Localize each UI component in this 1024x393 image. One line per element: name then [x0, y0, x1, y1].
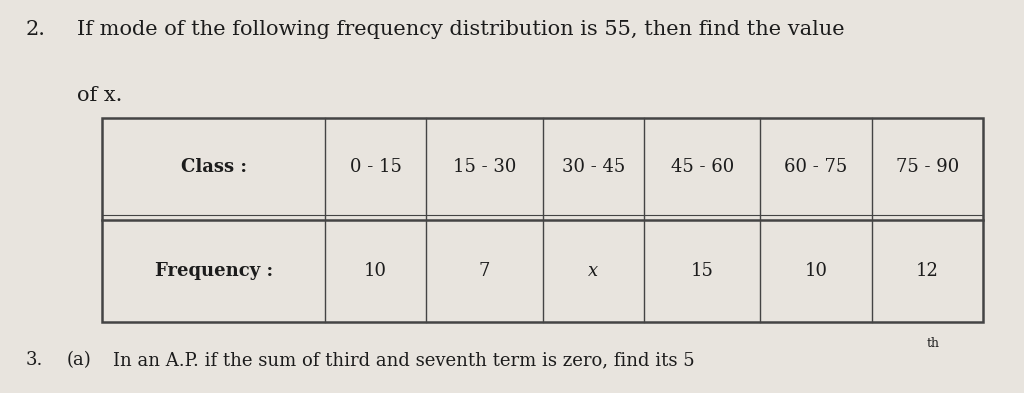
Text: Frequency :: Frequency :	[155, 262, 272, 280]
Text: 15: 15	[691, 262, 714, 280]
Text: In an A.P. if the sum of third and seventh term is zero, find its 5: In an A.P. if the sum of third and seven…	[113, 351, 694, 369]
Text: 12: 12	[915, 262, 939, 280]
Text: of x.: of x.	[77, 86, 122, 105]
Text: If mode of the following frequency distribution is 55, then find the value: If mode of the following frequency distr…	[77, 20, 845, 39]
Text: (a): (a)	[67, 351, 91, 369]
Text: 75 - 90: 75 - 90	[896, 158, 959, 176]
Text: 15 - 30: 15 - 30	[453, 158, 516, 176]
Text: 7: 7	[479, 262, 490, 280]
Text: x: x	[588, 262, 598, 280]
Text: 3.: 3.	[26, 351, 43, 369]
Text: 30 - 45: 30 - 45	[562, 158, 625, 176]
Text: 10: 10	[365, 262, 387, 280]
Text: th: th	[927, 337, 940, 350]
Text: 45 - 60: 45 - 60	[671, 158, 734, 176]
Text: 60 - 75: 60 - 75	[784, 158, 848, 176]
Text: Class :: Class :	[181, 158, 247, 176]
Text: 2.: 2.	[26, 20, 46, 39]
Text: 10: 10	[805, 262, 827, 280]
Text: 0 - 15: 0 - 15	[350, 158, 401, 176]
